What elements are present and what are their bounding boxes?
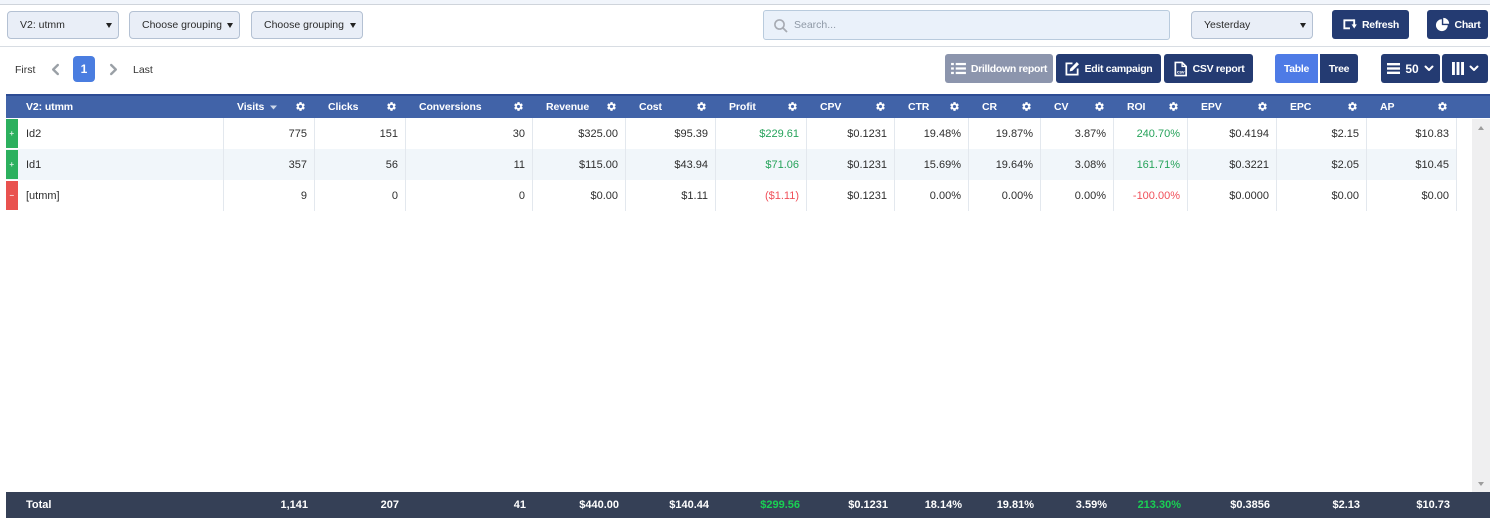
svg-text:csv: csv bbox=[1177, 70, 1185, 75]
